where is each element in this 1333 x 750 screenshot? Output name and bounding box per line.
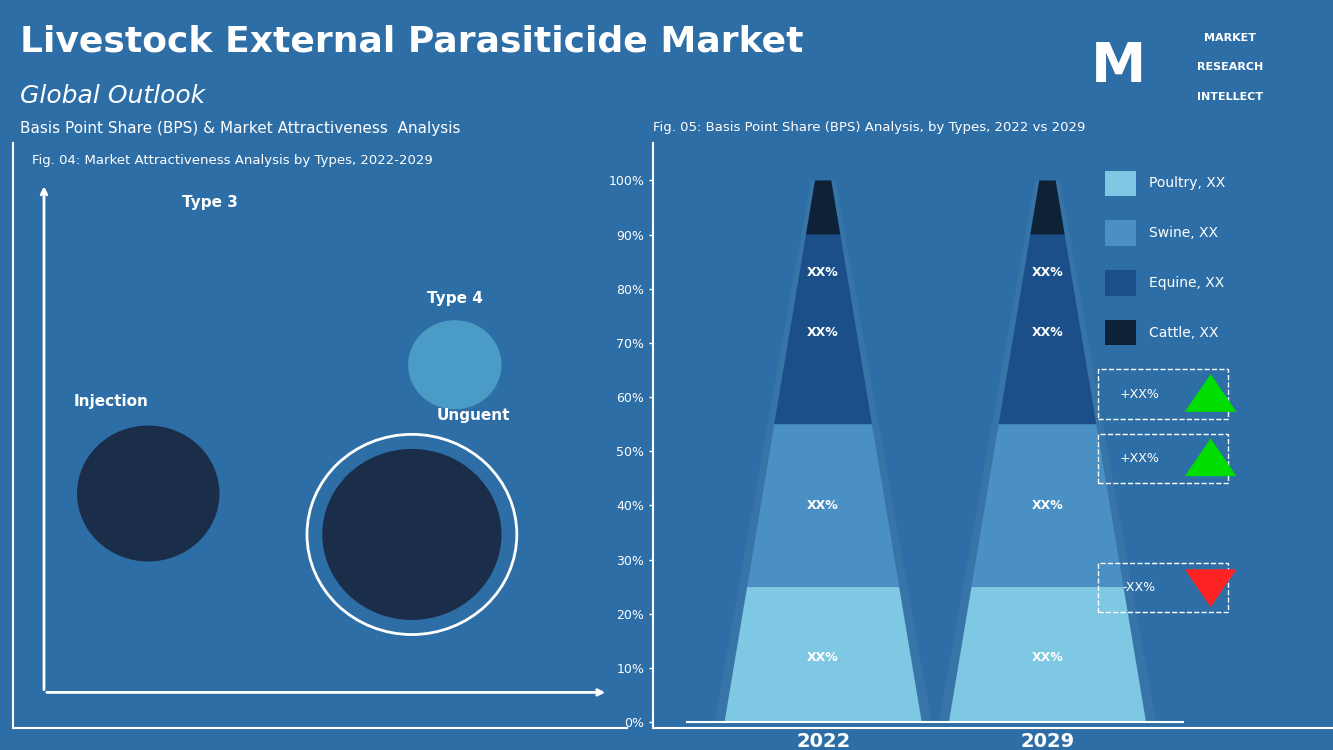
Text: XX%: XX% — [1032, 499, 1064, 512]
Polygon shape — [725, 586, 921, 722]
Polygon shape — [1030, 181, 1065, 235]
Text: XX%: XX% — [1032, 326, 1064, 338]
Text: Cattle, XX: Cattle, XX — [1149, 326, 1218, 340]
Text: Fig. 05: Basis Point Share (BPS) Analysis, by Types, 2022 vs 2029: Fig. 05: Basis Point Share (BPS) Analysi… — [653, 122, 1085, 134]
Text: XX%: XX% — [808, 499, 838, 512]
FancyBboxPatch shape — [1105, 270, 1136, 296]
FancyBboxPatch shape — [1105, 220, 1136, 246]
Polygon shape — [1185, 569, 1237, 607]
Text: Livestock External Parasiticide Market: Livestock External Parasiticide Market — [20, 24, 804, 58]
Text: Swine, XX: Swine, XX — [1149, 226, 1218, 240]
Text: Type 3: Type 3 — [181, 195, 237, 210]
Text: XX%: XX% — [1032, 266, 1064, 279]
Polygon shape — [806, 181, 840, 235]
Polygon shape — [938, 181, 1156, 722]
Polygon shape — [1185, 374, 1237, 412]
Text: M: M — [1090, 40, 1146, 94]
Circle shape — [148, 230, 271, 347]
Text: RESEARCH: RESEARCH — [1197, 62, 1264, 73]
Text: +XX%: +XX% — [1120, 388, 1160, 400]
Circle shape — [409, 321, 501, 409]
FancyBboxPatch shape — [1105, 320, 1136, 346]
Polygon shape — [949, 586, 1146, 722]
Text: XX%: XX% — [1032, 650, 1064, 664]
Text: Unguent: Unguent — [436, 408, 511, 423]
Text: +XX%: +XX% — [1120, 452, 1160, 465]
Text: -XX%: -XX% — [1122, 580, 1156, 593]
Circle shape — [77, 426, 219, 561]
Text: Equine, XX: Equine, XX — [1149, 276, 1225, 290]
Text: Fig. 04: Market Attractiveness Analysis by Types, 2022-2029: Fig. 04: Market Attractiveness Analysis … — [32, 154, 432, 167]
Text: XX%: XX% — [808, 650, 838, 664]
Text: Global Outlook: Global Outlook — [20, 84, 205, 108]
Text: Type 4: Type 4 — [427, 291, 483, 306]
Text: Injection: Injection — [75, 394, 149, 409]
Polygon shape — [998, 235, 1096, 424]
Text: XX%: XX% — [808, 266, 838, 279]
Polygon shape — [748, 424, 898, 586]
Polygon shape — [774, 235, 872, 424]
FancyBboxPatch shape — [1105, 170, 1136, 196]
Text: XX%: XX% — [808, 326, 838, 338]
Text: Poultry, XX: Poultry, XX — [1149, 176, 1226, 190]
Polygon shape — [714, 181, 932, 722]
Circle shape — [323, 450, 501, 620]
Text: INTELLECT: INTELLECT — [1197, 92, 1264, 102]
Polygon shape — [1185, 439, 1237, 476]
Text: MARKET: MARKET — [1204, 33, 1256, 43]
Text: Basis Point Share (BPS) & Market Attractiveness  Analysis: Basis Point Share (BPS) & Market Attract… — [20, 122, 460, 136]
Polygon shape — [972, 424, 1124, 586]
